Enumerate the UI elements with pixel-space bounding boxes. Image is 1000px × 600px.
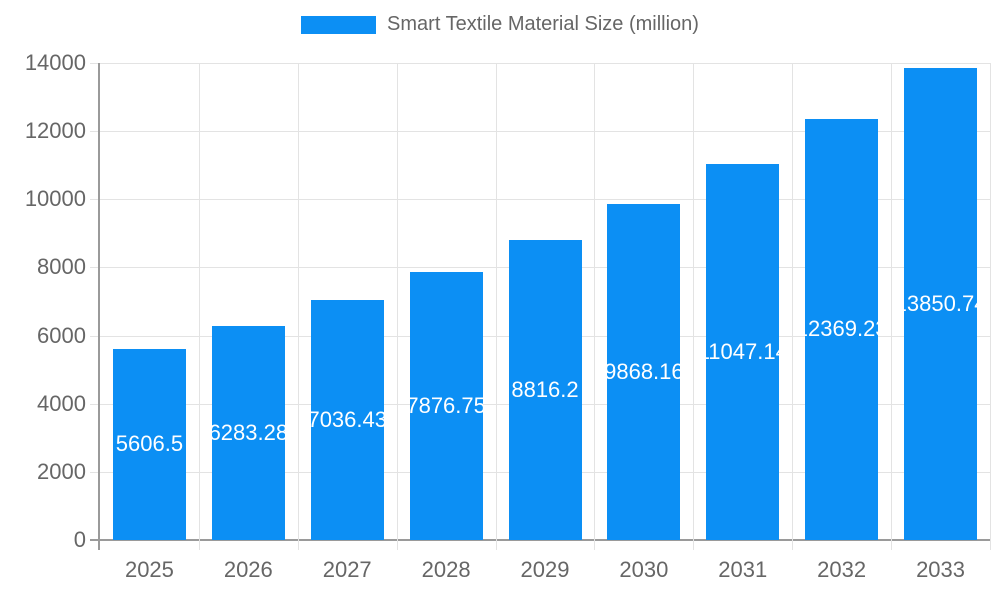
x-gridline [891,63,893,550]
y-axis-label: 4000 [37,390,86,416]
bar-value-label: 13850.74 [904,291,977,317]
y-axis-label: 8000 [37,254,86,280]
x-axis-line [90,539,990,541]
x-gridline [297,63,299,550]
x-axis-label: 2025 [124,557,174,582]
y-axis-label: 10000 [24,186,86,212]
legend-swatch-icon [301,15,377,34]
x-axis-label: 2033 [916,557,966,582]
x-axis-label: 2030 [619,557,669,582]
bar-2031[interactable]: 11047.14 [706,163,780,540]
bar-2029[interactable]: 8816.2 [508,239,582,540]
y-axis-label: 6000 [37,322,86,348]
x-axis-label: 2028 [421,557,471,582]
bar-value-label: 8816.2 [511,376,579,402]
bar-value-label: 7036.43 [310,407,384,433]
x-gridline [495,63,497,550]
x-axis-label: 2029 [520,557,570,582]
x-gridline [693,63,695,550]
bar-2027[interactable]: 7036.43 [310,300,384,540]
x-axis-label: 2026 [223,557,273,582]
bar-2028[interactable]: 7876.75 [409,271,483,540]
x-gridline [198,63,200,550]
legend-label: Smart Textile Material Size (million) [387,13,699,35]
y-axis-label: 0 [73,527,86,552]
y-gridline [90,63,990,64]
bar-value-label: 6283.28 [211,419,285,445]
bar-2033[interactable]: 13850.74 [904,68,978,540]
y-axis-label: 2000 [37,458,86,484]
x-gridline [594,63,596,550]
x-axis-label: 2031 [718,557,768,582]
x-axis-label: 2032 [817,557,867,582]
bar-2030[interactable]: 9868.16 [607,203,681,540]
x-gridline [396,63,398,550]
y-axis-label: 12000 [24,118,86,144]
y-gridline [90,131,990,133]
x-gridline [792,63,794,550]
bar-value-label: 11047.14 [706,338,779,364]
legend: Smart Textile Material Size (million) [0,13,1000,36]
y-axis-label: 14000 [24,50,86,75]
legend-item[interactable]: Smart Textile Material Size (million) [301,13,699,36]
y-gridline [90,199,990,201]
bar-2025[interactable]: 5606.5 [112,348,186,540]
x-gridline [990,63,991,550]
y-axis-line [98,63,100,550]
bar-2026[interactable]: 6283.28 [211,325,285,540]
x-axis-label: 2027 [322,557,372,582]
bar-value-label: 5606.5 [115,431,184,457]
bar-value-label: 9868.16 [607,358,681,384]
bar-value-label: 7876.75 [409,392,483,418]
